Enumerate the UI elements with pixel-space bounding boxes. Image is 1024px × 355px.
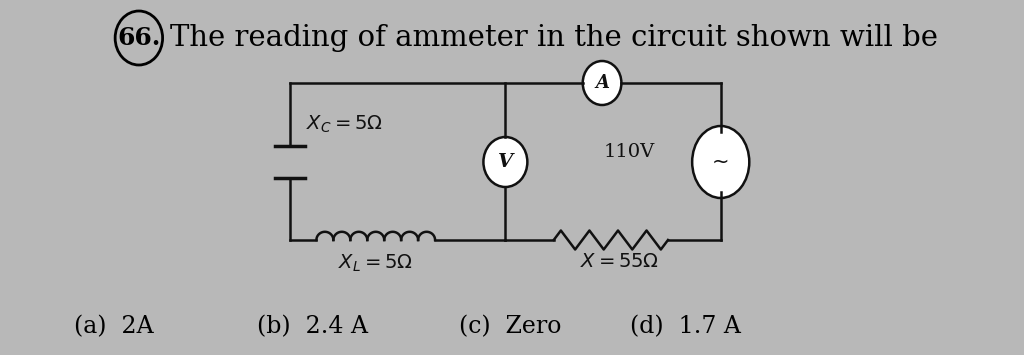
Circle shape — [583, 61, 622, 105]
Text: $X_C = 5\Omega$: $X_C = 5\Omega$ — [306, 113, 383, 135]
Text: 110V: 110V — [603, 143, 654, 161]
Text: $X_L = 5\Omega$: $X_L = 5\Omega$ — [338, 253, 413, 274]
Text: (c)  Zero: (c) Zero — [459, 316, 561, 339]
Circle shape — [483, 137, 527, 187]
Text: $X = 55\Omega$: $X = 55\Omega$ — [581, 253, 659, 271]
Text: (d)  1.7 A: (d) 1.7 A — [630, 316, 741, 339]
Text: (a)  2A: (a) 2A — [75, 316, 154, 339]
Text: (b)  2.4 A: (b) 2.4 A — [257, 316, 368, 339]
Text: A: A — [595, 74, 609, 92]
Text: V: V — [498, 153, 513, 171]
Ellipse shape — [692, 126, 750, 198]
Text: ~: ~ — [712, 152, 729, 172]
Text: 66.: 66. — [117, 26, 161, 50]
Text: The reading of ammeter in the circuit shown will be: The reading of ammeter in the circuit sh… — [170, 24, 938, 52]
